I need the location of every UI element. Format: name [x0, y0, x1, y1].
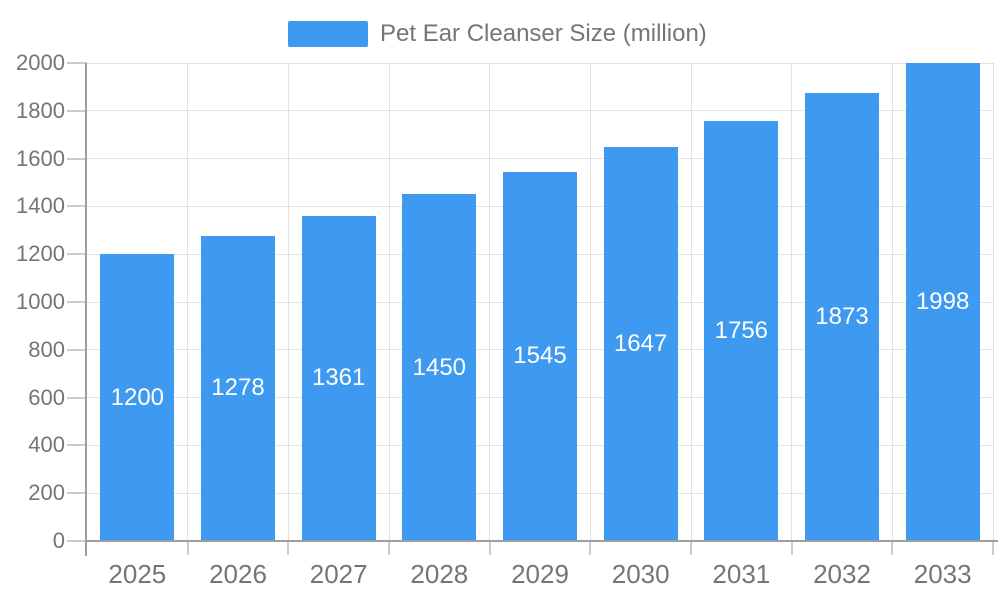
x-axis-label: 2031 [712, 559, 771, 589]
y-axis-tick [67, 492, 87, 495]
x-axis-label: 2029 [511, 559, 569, 589]
x-gridline [489, 63, 491, 541]
x-axis-label: 2027 [309, 559, 368, 589]
x-gridline [992, 63, 994, 541]
legend-swatch [288, 21, 368, 47]
y-axis-label: 800 [28, 336, 65, 362]
x-axis-tick [388, 541, 390, 555]
y-axis-tick [67, 253, 87, 256]
y-axis-label: 0 [52, 528, 65, 553]
bar-value-label: 1545 [513, 342, 567, 370]
y-gridline [87, 158, 993, 160]
x-gridline [287, 63, 289, 541]
x-axis-label: 2026 [209, 559, 267, 589]
x-gridline [388, 63, 390, 541]
x-axis-label: 2028 [410, 559, 469, 589]
y-axis-tick [67, 444, 87, 447]
y-axis-label: 200 [28, 480, 65, 506]
y-axis-tick [67, 540, 87, 542]
x-gridline [891, 63, 893, 541]
y-axis-tick [67, 109, 87, 112]
bar-2032[interactable] [805, 93, 879, 541]
x-axis-tick [891, 541, 894, 555]
legend-label: Pet Ear Cleanser Size (million) [380, 20, 707, 47]
bar-value-label: 1278 [211, 374, 265, 402]
x-axis-line [85, 540, 998, 542]
bar-value-label: 1756 [714, 317, 769, 345]
bar-2028[interactable] [402, 194, 477, 541]
y-axis-label: 1200 [16, 241, 65, 267]
x-axis-label: 2030 [611, 559, 670, 589]
y-axis-tick [67, 396, 87, 399]
y-axis-tick [67, 62, 87, 64]
bar-2033[interactable] [905, 63, 980, 541]
bar-value-label: 1450 [412, 353, 467, 381]
y-axis-line [85, 63, 87, 556]
y-axis-label: 1000 [16, 289, 65, 314]
y-axis-tick [67, 205, 87, 208]
y-axis-label: 600 [28, 384, 65, 410]
x-axis-tick [287, 541, 290, 555]
x-axis-tick [690, 541, 692, 555]
y-gridline [87, 62, 993, 64]
y-axis-label: 400 [28, 432, 65, 458]
y-axis-label: 1400 [16, 193, 65, 219]
x-axis-tick [186, 541, 189, 555]
bar-value-label: 1998 [915, 288, 970, 316]
y-axis-label: 1800 [16, 97, 65, 123]
x-axis-label: 2032 [813, 559, 871, 589]
x-axis-label: 2025 [108, 559, 167, 589]
x-axis-tick [488, 541, 491, 555]
y-axis-label: 2000 [16, 50, 65, 75]
x-axis-tick [790, 541, 793, 555]
bar-2029[interactable] [503, 171, 577, 541]
x-gridline [690, 63, 692, 541]
x-axis-tick [589, 541, 592, 555]
bar-value-label: 1200 [110, 383, 165, 411]
legend-item[interactable]: Pet Ear Cleanser Size (million) [288, 21, 707, 47]
y-axis-tick [67, 348, 87, 351]
bar-2027[interactable] [301, 215, 376, 541]
x-gridline [589, 63, 591, 541]
x-gridline [187, 63, 189, 541]
x-gridline [791, 63, 793, 541]
y-axis-tick [67, 157, 87, 160]
bar-2025[interactable] [100, 254, 175, 541]
bar-value-label: 1361 [311, 364, 366, 392]
bar-value-label: 1647 [613, 330, 668, 358]
bar-value-label: 1873 [815, 303, 869, 331]
bar-2030[interactable] [603, 147, 678, 541]
y-axis-label: 1600 [16, 145, 65, 171]
x-axis-label: 2033 [913, 559, 972, 589]
bar-2026[interactable] [201, 235, 275, 541]
y-gridline [87, 110, 993, 112]
y-axis-tick [67, 301, 87, 303]
bar-2031[interactable] [704, 121, 779, 541]
x-axis-tick [992, 541, 994, 555]
